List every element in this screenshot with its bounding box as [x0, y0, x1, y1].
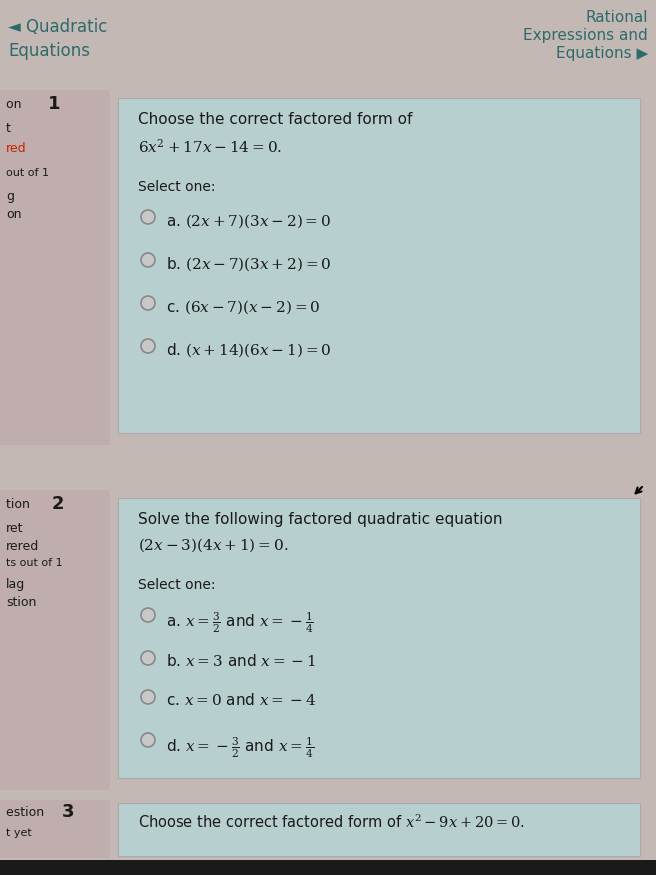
Text: $(2x - 3)(4x + 1) = 0.$: $(2x - 3)(4x + 1) = 0.$	[138, 536, 289, 554]
Text: a. $(2x + 7)(3x - 2) = 0$: a. $(2x + 7)(3x - 2) = 0$	[166, 212, 331, 229]
Text: Solve the following factored quadratic equation: Solve the following factored quadratic e…	[138, 512, 502, 527]
Circle shape	[141, 296, 155, 310]
Text: c. $x = 0$ and $x = -4$: c. $x = 0$ and $x = -4$	[166, 692, 316, 708]
Text: Choose the correct factored form of: Choose the correct factored form of	[138, 112, 413, 127]
Text: stion: stion	[6, 596, 36, 609]
Text: on: on	[6, 98, 26, 111]
Bar	[118, 803, 640, 856]
Text: 3: 3	[62, 803, 75, 821]
Circle shape	[141, 690, 155, 704]
Text: estion: estion	[6, 806, 48, 819]
Bar	[118, 498, 640, 778]
Text: g: g	[6, 190, 14, 203]
Text: b. $x = 3$ and $x = -1$: b. $x = 3$ and $x = -1$	[166, 653, 316, 669]
Circle shape	[141, 339, 155, 353]
Text: tion: tion	[6, 498, 34, 511]
Text: on: on	[6, 208, 22, 221]
Text: Select one:: Select one:	[138, 578, 216, 592]
Text: d. $(x + 14)(6x - 1) = 0$: d. $(x + 14)(6x - 1) = 0$	[166, 341, 331, 359]
Text: Equations: Equations	[8, 42, 90, 60]
Text: lag: lag	[6, 578, 25, 591]
Circle shape	[141, 733, 155, 747]
Text: out of 1: out of 1	[6, 168, 49, 178]
Text: red: red	[6, 142, 27, 155]
Circle shape	[141, 651, 155, 665]
Text: $6x^2 + 17x - 14 = 0.$: $6x^2 + 17x - 14 = 0.$	[138, 138, 282, 156]
Bar	[0, 490, 110, 790]
Circle shape	[141, 608, 155, 622]
Bar	[0, 800, 110, 858]
Text: ret: ret	[6, 522, 24, 535]
Text: Choose the correct factored form of $x^2 - 9x + 20 = 0.$: Choose the correct factored form of $x^2…	[138, 814, 525, 831]
Text: Equations ▶: Equations ▶	[556, 46, 648, 61]
Text: a. $x = \frac{3}{2}$ and $x = -\frac{1}{4}$: a. $x = \frac{3}{2}$ and $x = -\frac{1}{…	[166, 610, 314, 634]
Text: t yet: t yet	[6, 828, 31, 838]
Text: t: t	[6, 122, 11, 135]
Circle shape	[141, 253, 155, 267]
Text: b. $(2x - 7)(3x + 2) = 0$: b. $(2x - 7)(3x + 2) = 0$	[166, 255, 331, 273]
Text: Rational: Rational	[586, 10, 648, 25]
Bar	[0, 860, 656, 875]
Text: d. $x = -\frac{3}{2}$ and $x = \frac{1}{4}$: d. $x = -\frac{3}{2}$ and $x = \frac{1}{…	[166, 735, 314, 760]
Text: rered: rered	[6, 540, 39, 553]
Text: Expressions and: Expressions and	[523, 28, 648, 43]
Text: 1: 1	[48, 95, 60, 113]
Text: Select one:: Select one:	[138, 180, 216, 194]
Text: ts out of 1: ts out of 1	[6, 558, 62, 568]
Text: 2: 2	[52, 495, 64, 513]
Text: c. $(6x - 7)(x - 2) = 0$: c. $(6x - 7)(x - 2) = 0$	[166, 298, 321, 316]
Circle shape	[141, 210, 155, 224]
Text: ◄ Quadratic: ◄ Quadratic	[8, 18, 108, 36]
Bar	[0, 90, 110, 445]
Bar	[118, 98, 640, 433]
